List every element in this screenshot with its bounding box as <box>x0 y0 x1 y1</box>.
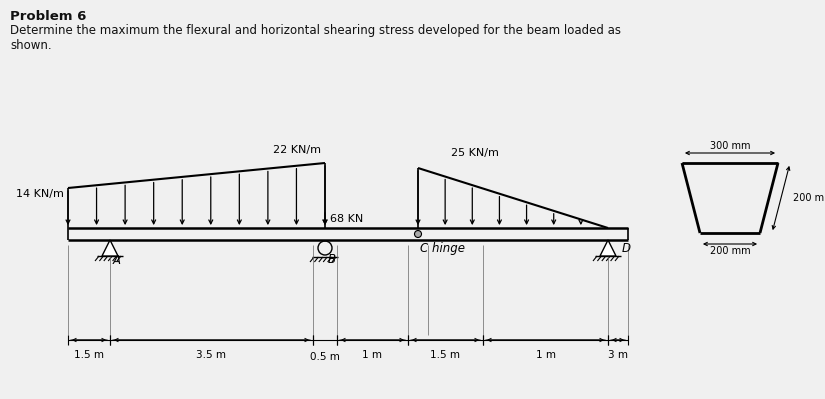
Text: A: A <box>113 254 121 267</box>
Text: 300 mm: 300 mm <box>710 141 750 151</box>
Text: C hinge: C hinge <box>420 242 465 255</box>
Text: 22 KN/m: 22 KN/m <box>273 145 321 155</box>
Text: B: B <box>328 253 336 266</box>
Text: 25 KN/m: 25 KN/m <box>451 148 499 158</box>
Text: 1.5 m: 1.5 m <box>431 350 460 360</box>
Text: 1 m: 1 m <box>535 350 555 360</box>
Polygon shape <box>600 240 616 256</box>
Text: 200 mm: 200 mm <box>710 246 750 256</box>
Text: D: D <box>622 242 631 255</box>
Circle shape <box>414 231 422 237</box>
Polygon shape <box>102 240 118 256</box>
Text: 3.5 m: 3.5 m <box>196 350 227 360</box>
Text: 1.5 m: 1.5 m <box>74 350 104 360</box>
Text: 68 KN: 68 KN <box>330 214 363 224</box>
Text: 1 m: 1 m <box>362 350 383 360</box>
Text: 14 KN/m: 14 KN/m <box>16 189 64 199</box>
Text: Determine the maximum the flexural and horizontal shearing stress developed for : Determine the maximum the flexural and h… <box>10 24 621 52</box>
Text: 3 m: 3 m <box>608 350 628 360</box>
Text: 200 mm: 200 mm <box>793 193 825 203</box>
Text: Problem 6: Problem 6 <box>10 10 87 23</box>
Text: 0.5 m: 0.5 m <box>310 352 340 362</box>
